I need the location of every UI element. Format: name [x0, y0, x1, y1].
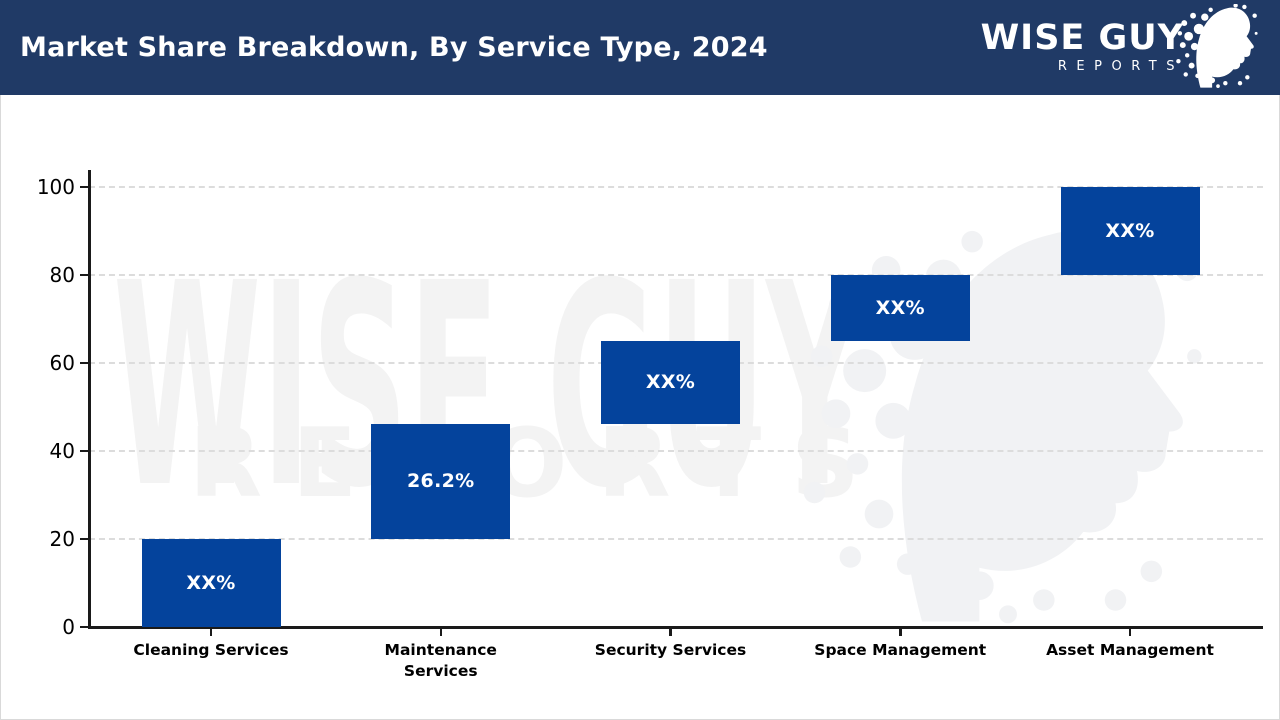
wiseguy-logo-text: WISE GUY REPORTS: [980, 18, 1184, 75]
x-category-label-security-services: Security Services: [594, 641, 747, 659]
wiseguy-logo: WISE GUY REPORTS: [981, 4, 1266, 92]
bar-value-label: XX%: [186, 572, 236, 594]
logo-subtitle: REPORTS: [1057, 59, 1184, 74]
y-tick-mark: [80, 185, 89, 189]
gridline-40: [89, 450, 1263, 452]
bar-maintenance-services: 26.2%: [371, 423, 511, 539]
gridline-100: [89, 186, 1263, 188]
y-tick-label: 20: [49, 527, 75, 551]
y-tick-mark: [80, 273, 89, 277]
bar-cleaning-services: XX%: [141, 539, 281, 627]
x-category-label-space-management: Space Management: [814, 641, 987, 659]
bar-space-management: XX%: [830, 275, 970, 341]
logo-wordmark: WISE GUY: [980, 18, 1184, 58]
x-tick-mark: [899, 627, 902, 636]
y-tick-mark: [80, 449, 89, 453]
y-tick-mark: [80, 625, 89, 629]
y-tick-label: 80: [49, 263, 75, 287]
x-axis-line: [87, 625, 1263, 629]
y-axis-line: [87, 170, 91, 629]
y-tick-mark: [80, 537, 89, 541]
x-tick-mark: [209, 627, 213, 636]
x-category-label-maintenance-services: Maintenance Services: [384, 641, 497, 680]
bar-value-label: XX%: [645, 371, 696, 394]
page-title: Market Share Breakdown, By Service Type,…: [20, 32, 768, 63]
x-tick-mark: [669, 627, 672, 636]
header: Market Share Breakdown, By Service Type,…: [0, 0, 1280, 95]
y-tick-label: 40: [49, 439, 75, 463]
gridline-80: [89, 274, 1263, 276]
chart-area: WISE GUY REPORTS 0 20 40 60 80 100 XX% Cleaning…: [0, 95, 1280, 720]
y-tick-label: 60: [49, 351, 75, 375]
bar-asset-management: XX%: [1060, 187, 1200, 275]
bar-chart: 0 20 40 60 80 100 XX% Cleaning Services 26.2% Mai…: [1, 95, 1279, 719]
x-category-label-cleaning-services: Cleaning Services: [133, 641, 289, 659]
bar-value-label: 26.2%: [407, 470, 475, 493]
wiseguy-logo-face-icon: [1170, 4, 1266, 92]
bar-value-label: XX%: [875, 297, 925, 319]
y-tick-label: 0: [62, 615, 75, 639]
x-tick-mark: [439, 627, 442, 636]
y-tick-label: 100: [36, 175, 75, 199]
bar-value-label: XX%: [1105, 220, 1155, 242]
x-tick-mark: [1128, 627, 1132, 636]
bar-security-services: XX%: [601, 341, 740, 424]
y-tick-mark: [80, 361, 89, 365]
x-category-label-asset-management: Asset Management: [1046, 641, 1214, 659]
gridline-20: [89, 538, 1263, 540]
